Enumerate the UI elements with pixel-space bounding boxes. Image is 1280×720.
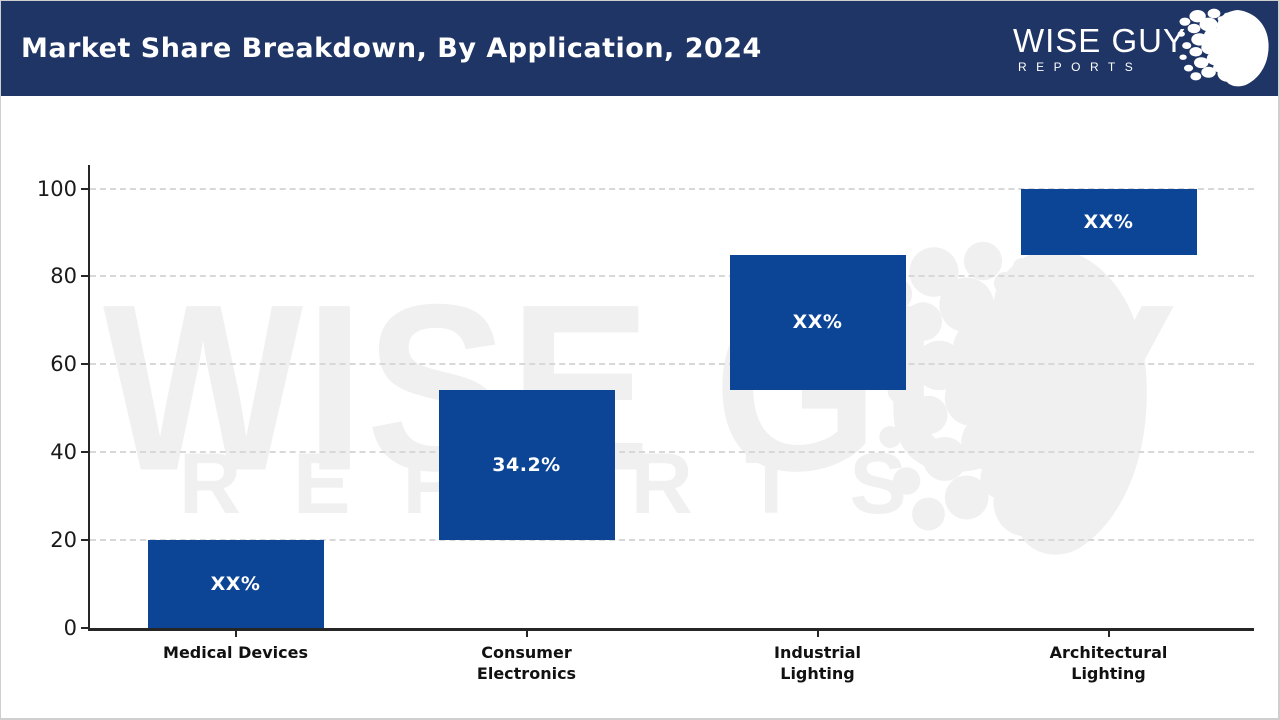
- x-category-label: Medical Devices: [163, 643, 308, 662]
- bar-segment: XX%: [147, 540, 324, 628]
- x-category-label: Industrial Lighting: [773, 643, 861, 683]
- y-tick-label: 0: [63, 616, 77, 640]
- x-tick-mark: [816, 631, 819, 637]
- y-tick-mark: [81, 275, 88, 278]
- wiseguy-logo: WISE GUY REPORTS: [1013, 7, 1274, 91]
- bar-segment: XX%: [1020, 188, 1197, 255]
- x-tick-mark: [525, 631, 528, 637]
- gridline: [90, 187, 1254, 190]
- logo-text: WISE GUY REPORTS: [1013, 24, 1186, 74]
- x-category-label: Consumer Electronics: [476, 643, 577, 683]
- y-tick-mark: [81, 363, 88, 366]
- gridline: [90, 363, 1254, 366]
- gridline: [90, 275, 1254, 278]
- gridline: [90, 451, 1254, 454]
- logo-wordmark: WISE GUY: [1012, 22, 1186, 59]
- y-tick-label: 80: [50, 264, 77, 289]
- y-tick-label: 20: [50, 528, 77, 553]
- header-bar: Market Share Breakdown, By Application, …: [1, 1, 1278, 96]
- bar-value-label: XX%: [210, 573, 261, 596]
- y-tick-mark: [81, 539, 88, 542]
- bar-value-label: XX%: [792, 311, 843, 334]
- y-tick-mark: [81, 187, 88, 190]
- y-tick-mark: [81, 627, 88, 629]
- y-axis-line: [88, 165, 90, 631]
- bar-segment: 34.2%: [438, 389, 615, 541]
- bar-segment: XX%: [729, 254, 906, 390]
- y-tick-label: 60: [50, 352, 77, 377]
- y-tick-label: 40: [50, 440, 77, 465]
- gridline: [90, 539, 1254, 542]
- chart-title: Market Share Breakdown, By Application, …: [21, 33, 762, 64]
- x-category-label: Architectural Lighting: [1049, 643, 1168, 683]
- x-tick-mark: [234, 631, 237, 637]
- logo-subtitle: REPORTS: [1017, 60, 1143, 74]
- bar-value-label: XX%: [1083, 210, 1134, 233]
- bar-value-label: 34.2%: [492, 453, 561, 476]
- y-tick-label: 100: [36, 176, 77, 201]
- y-tick-mark: [81, 451, 88, 454]
- x-tick-mark: [1107, 631, 1110, 637]
- x-axis-line: [88, 628, 1254, 631]
- logo-head-icon: [1177, 8, 1269, 87]
